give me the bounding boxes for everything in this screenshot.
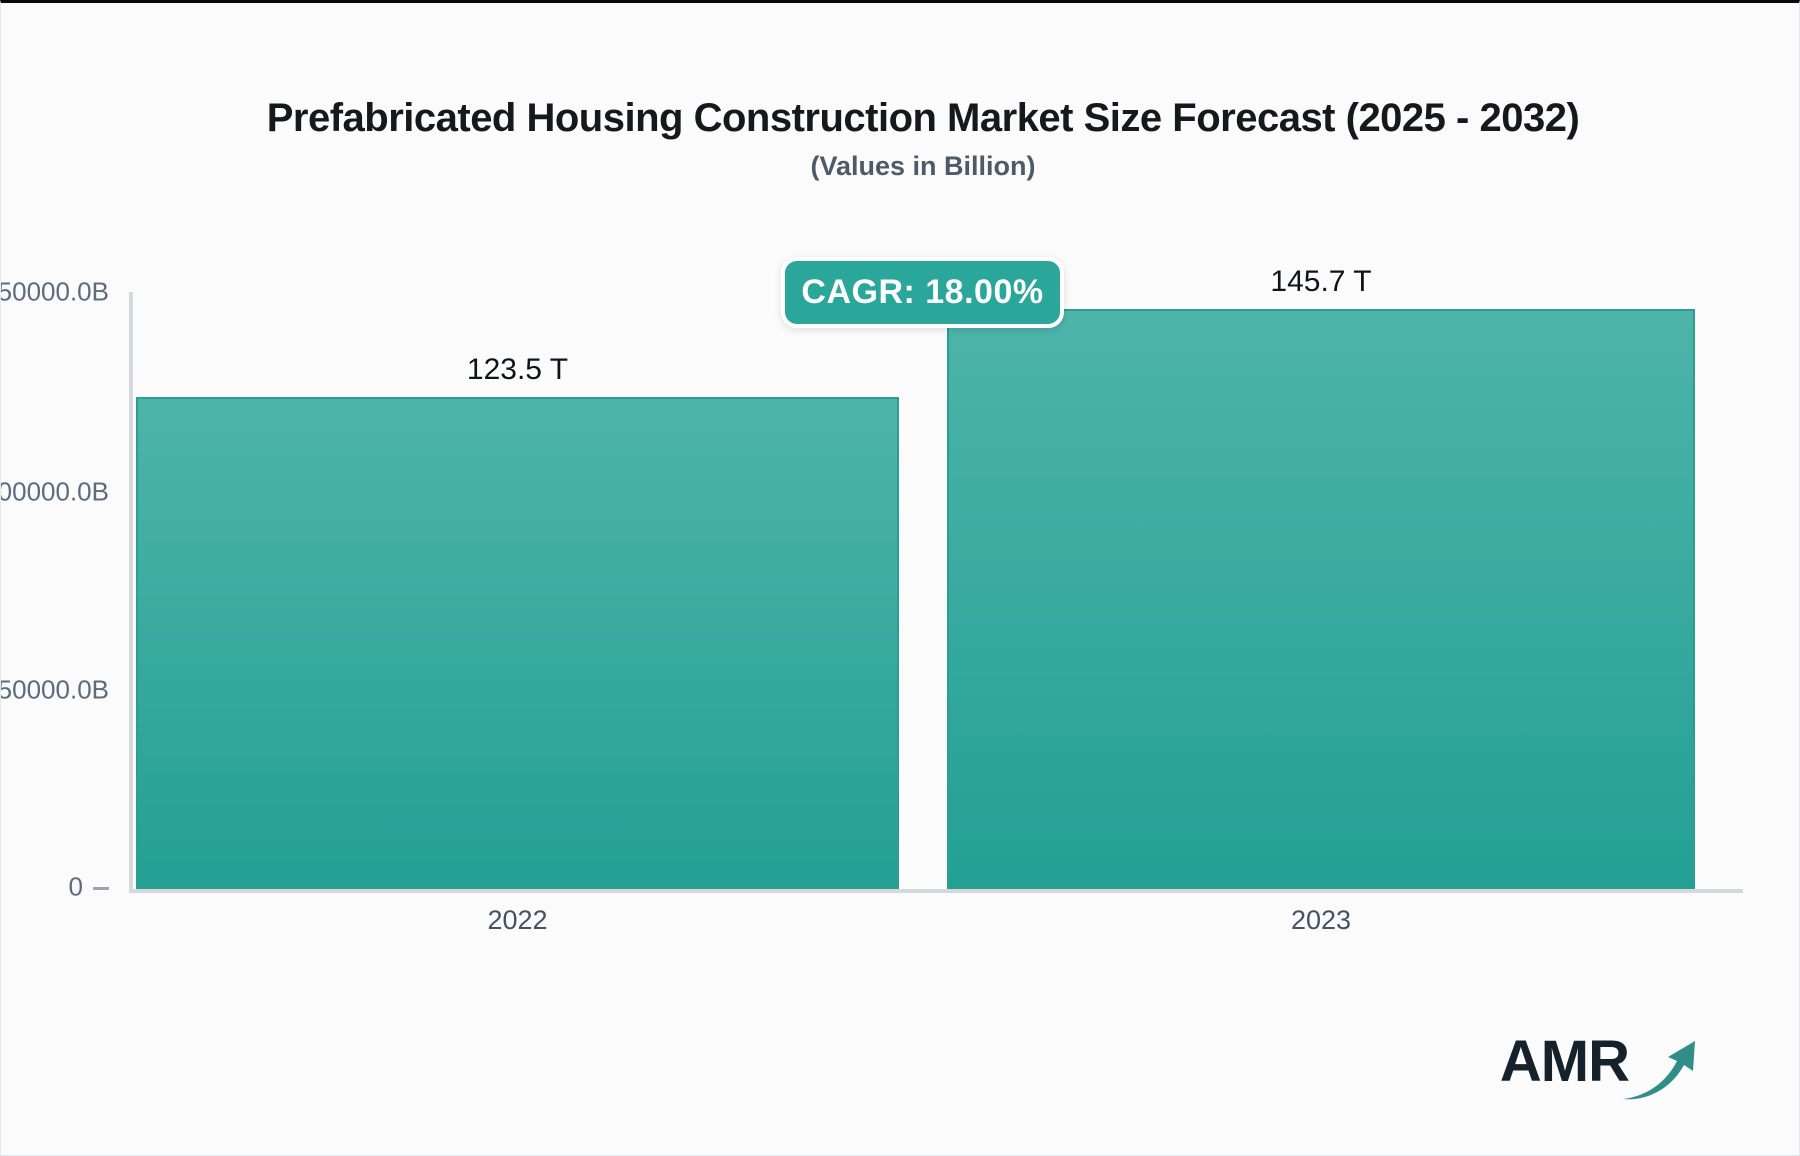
brand-logo-text: AMR — [1499, 1029, 1630, 1094]
y-tick-100000: 100000.0B — [1, 476, 109, 507]
y-tick-150000: 150000.0B — [1, 276, 109, 307]
bar-value-label-2023: 145.7 T — [1270, 265, 1372, 298]
bar-value-label-2022: 123.5 T — [466, 353, 569, 386]
growth-arrow-icon — [1621, 1035, 1699, 1112]
zero-tick-mark — [93, 887, 109, 890]
cagr-badge: CAGR: 18.00% — [781, 257, 1064, 328]
cagr-badge-label: CAGR: 18.00% — [801, 273, 1044, 311]
x-label-2022: 2022 — [487, 905, 548, 935]
y-axis-line — [129, 292, 133, 891]
bar-2023[interactable] — [947, 309, 1695, 889]
chart-title: Prefabricated Housing Construction Marke… — [266, 96, 1580, 140]
x-axis-line — [129, 889, 1743, 893]
y-tick-50000: 50000.0B — [0, 674, 109, 705]
brand-logo: AMR — [1500, 1033, 1699, 1112]
bar-2022[interactable] — [136, 397, 899, 889]
y-tick-zero: 0 — [68, 871, 83, 902]
x-label-2023: 2023 — [1290, 905, 1352, 935]
chart-subtitle: (Values in Billion) — [810, 151, 1036, 181]
